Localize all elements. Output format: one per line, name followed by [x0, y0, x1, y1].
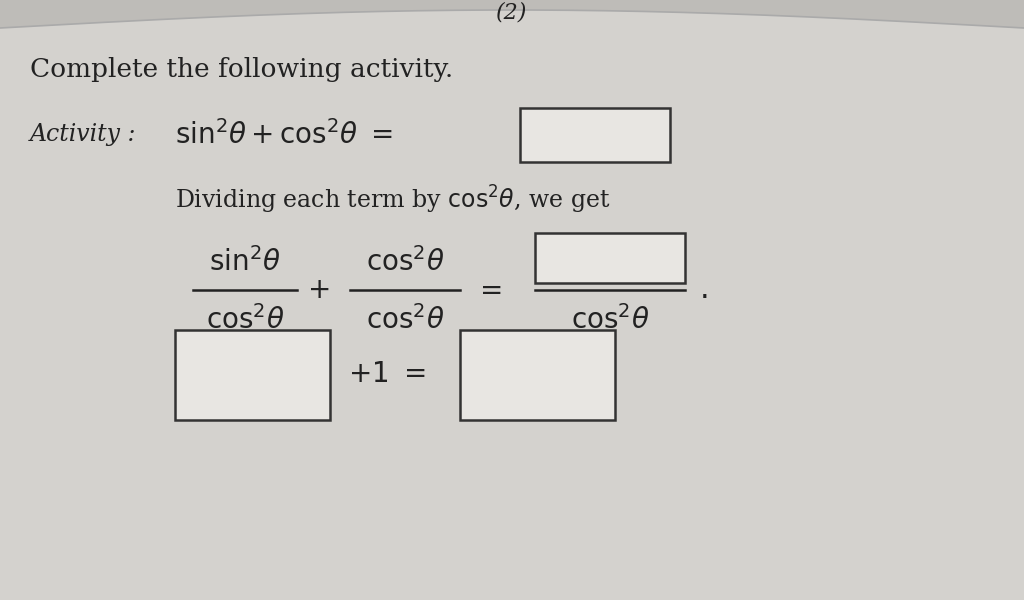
Text: Dividing each term by $\mathrm{cos}^2\theta$, we get: Dividing each term by $\mathrm{cos}^2\th…	[175, 184, 610, 216]
Text: $\mathrm{cos}^2\theta$: $\mathrm{cos}^2\theta$	[366, 247, 444, 277]
FancyBboxPatch shape	[535, 233, 685, 283]
Text: $+ 1\ =$: $+ 1\ =$	[348, 361, 426, 389]
Text: (2): (2)	[497, 2, 527, 24]
Text: .: .	[700, 275, 710, 304]
FancyBboxPatch shape	[175, 330, 330, 420]
Text: $\mathrm{cos}^2\theta$: $\mathrm{cos}^2\theta$	[570, 305, 649, 335]
Text: $+$: $+$	[307, 277, 329, 304]
Text: Activity :: Activity :	[30, 124, 136, 146]
Text: Complete the following activity.: Complete the following activity.	[30, 58, 454, 82]
Polygon shape	[0, 0, 1024, 28]
FancyBboxPatch shape	[460, 330, 615, 420]
FancyBboxPatch shape	[520, 108, 670, 162]
Text: $\mathrm{sin}^2\theta + \mathrm{cos}^2\theta\ =$: $\mathrm{sin}^2\theta + \mathrm{cos}^2\t…	[175, 120, 393, 150]
Text: $\mathrm{cos}^2\theta$: $\mathrm{cos}^2\theta$	[366, 305, 444, 335]
Text: $\mathrm{cos}^2\theta$: $\mathrm{cos}^2\theta$	[206, 305, 285, 335]
Text: $=$: $=$	[474, 277, 502, 304]
Text: $\mathrm{sin}^2\theta$: $\mathrm{sin}^2\theta$	[209, 247, 281, 277]
